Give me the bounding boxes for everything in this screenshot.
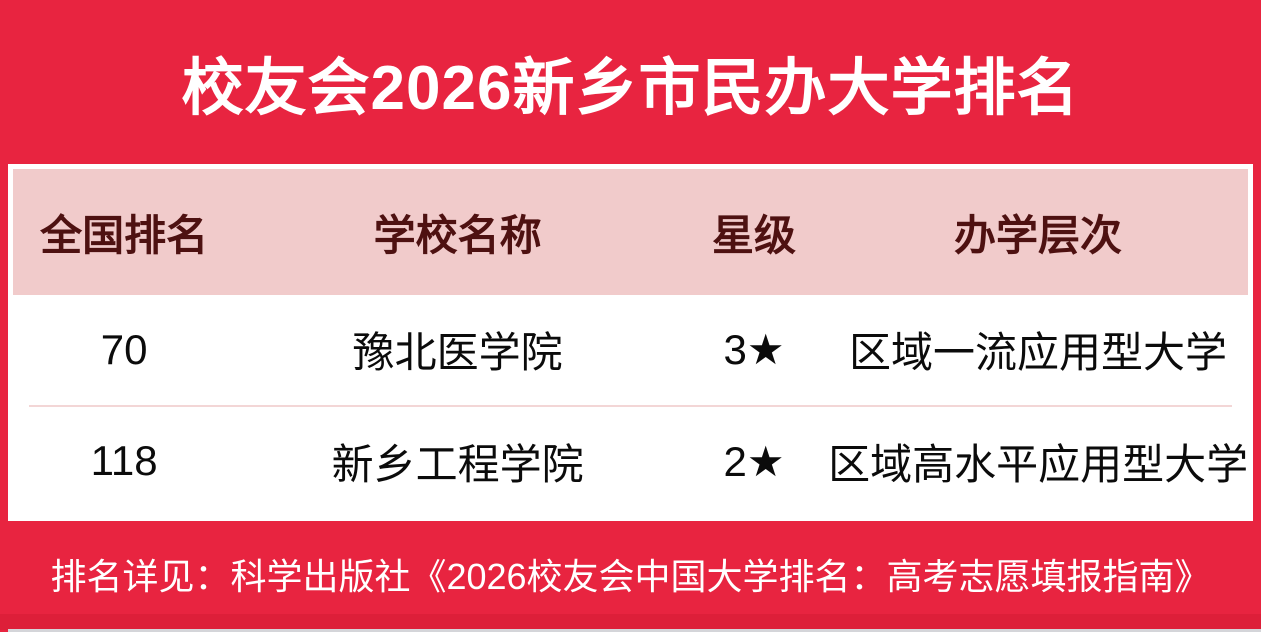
table-row: 70 豫北医学院 3★ 区域一流应用型大学 [13, 295, 1248, 405]
page-title: 校友会2026新乡市民办大学排名 [181, 54, 1080, 123]
table-row: 118 新乡工程学院 2★ 区域高水平应用型大学 [13, 407, 1248, 517]
cell-national-rank: 118 [90, 437, 158, 485]
cell-school-name: 豫北医学院 [352, 329, 563, 377]
column-header-education-level: 办学层次 [954, 211, 1123, 259]
column-header-school-name: 学校名称 [373, 211, 542, 259]
footer-note: 排名详见：科学出版社《2026校友会中国大学排名：高考志愿填报指南》 [50, 556, 1211, 597]
table-header-row: 全国排名 学校名称 星级 办学层次 [13, 169, 1248, 295]
bottom-edge-line [8, 629, 1261, 632]
ranking-table: 全国排名 学校名称 星级 办学层次 70 豫北医学院 3★ 区域一流应用型大学 … [8, 164, 1253, 521]
bottom-dark-band [0, 614, 1261, 630]
cell-education-level: 区域高水平应用型大学 [828, 440, 1249, 488]
cell-national-rank: 70 [100, 325, 148, 373]
column-header-national-rank: 全国排名 [40, 211, 209, 259]
title-band: 校友会2026新乡市民办大学排名 [0, 0, 1261, 164]
cell-star-rating: 3★ [723, 326, 785, 374]
cell-school-name: 新乡工程学院 [331, 440, 584, 488]
cell-education-level: 区域一流应用型大学 [849, 329, 1228, 377]
footer-band: 排名详见：科学出版社《2026校友会中国大学排名：高考志愿填报指南》 [0, 521, 1261, 627]
column-header-star-rating: 星级 [711, 211, 796, 259]
cell-star-rating: 2★ [723, 437, 785, 485]
row-divider [29, 404, 1232, 407]
